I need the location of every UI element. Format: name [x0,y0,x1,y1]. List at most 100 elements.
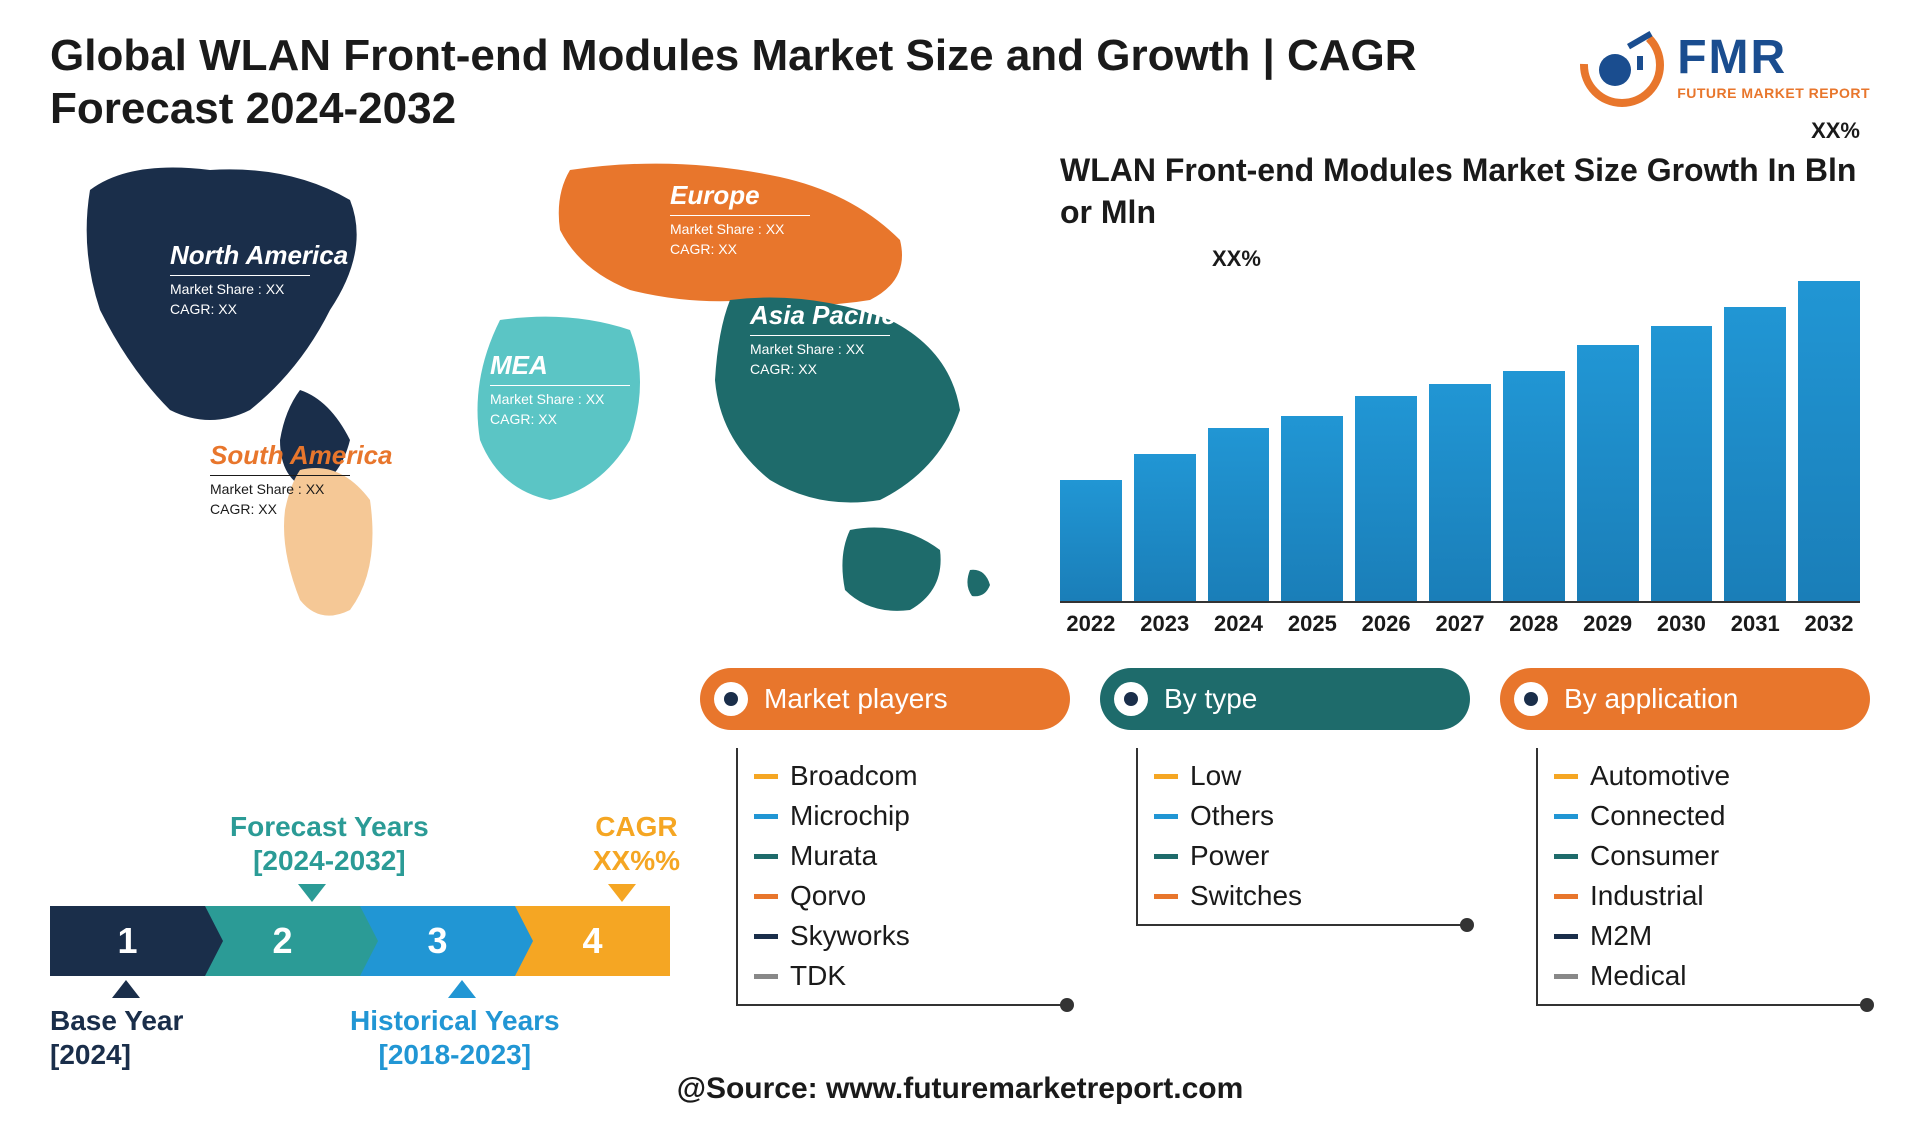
bar [1355,396,1417,601]
bar-year-label: 2024 [1214,611,1263,637]
timeline-segment: 1 [50,906,205,976]
bar-year-label: 2026 [1362,611,1411,637]
bar [1577,345,1639,601]
category-item: M2M [1554,916,1870,956]
bar [1134,454,1196,601]
region-sa-share: Market Share : XX [210,480,393,500]
dash-icon [1554,774,1578,779]
bar [1724,307,1786,601]
timeline-segment: 3 [360,906,515,976]
tl-cagr-label: CAGR [593,810,680,844]
bar [1060,480,1122,602]
region-ap-share: Market Share : XX [750,340,896,360]
bar [1429,384,1491,602]
tl-cagr-sub: XX%% [593,844,680,878]
dash-icon [1554,814,1578,819]
category-item-label: Power [1190,840,1269,872]
region-eu-share: Market Share : XX [670,220,810,240]
dash-icon [1554,934,1578,939]
category-item-label: Skyworks [790,920,910,952]
dash-icon [1154,854,1178,859]
region-na-share: Market Share : XX [170,280,348,300]
region-eu-name: Europe [670,180,810,211]
category-list: Broadcom Microchip Murata Qorvo Skyworks TDK [736,748,1070,1006]
bar-year-label: 2023 [1140,611,1189,637]
bar [1651,326,1713,601]
timeline-section: Forecast Years [2024-2032] CAGR XX%% 123… [50,906,670,976]
tl-forecast-label: Forecast Years [230,810,429,844]
bar-year-label: 2032 [1805,611,1854,637]
bar-year-label: 2025 [1288,611,1337,637]
bar-wrap: 2027 [1429,243,1491,601]
dash-icon [754,894,778,899]
category-item-label: Switches [1190,880,1302,912]
tl-base-label: Base Year [50,1004,183,1038]
category-item: Switches [1154,876,1470,916]
bar-year-label: 2029 [1583,611,1632,637]
dash-icon [1554,854,1578,859]
bar [1281,416,1343,602]
category-item: Microchip [754,796,1070,836]
bar-wrap: 2025 [1281,243,1343,601]
timeline-bar: 1234 [50,906,670,976]
category-item: Murata [754,836,1070,876]
category-item-label: Low [1190,760,1241,792]
bar-wrap: 2028 [1503,243,1565,601]
bar-year-label: 2022 [1066,611,1115,637]
category-list: AutomotiveConnectedConsumerIndustrialM2M… [1536,748,1870,1006]
category-item: Automotive [1554,756,1870,796]
bar [1208,428,1270,601]
dash-icon [1554,894,1578,899]
category-column: By typeLowOthersPowerSwitches [1100,668,1470,1006]
region-na-name: North America [170,240,348,271]
triangle-up-icon [112,980,140,998]
category-item: Medical [1554,956,1870,996]
category-column: Market playersBroadcomMicrochipMurataQor… [700,668,1070,1006]
category-item-label: TDK [790,960,846,992]
category-item: Consumer [1554,836,1870,876]
category-item: Low [1154,756,1470,796]
bar-chart-section: WLAN Front-end Modules Market Size Growt… [1060,150,1860,603]
bar-wrap: 2022 [1060,243,1122,601]
category-item-label: Others [1190,800,1274,832]
dash-icon [1154,774,1178,779]
bar-chart: 2022202320242025202620272028202920302031… [1060,243,1860,603]
bar [1503,371,1565,601]
bar-chart-title: WLAN Front-end Modules Market Size Growt… [1060,150,1860,233]
region-mea-cagr: CAGR: XX [490,410,630,430]
triangle-up-icon [448,980,476,998]
region-ap-cagr: CAGR: XX [750,360,896,380]
timeline-segment: 4 [515,906,670,976]
bar-year-label: 2027 [1435,611,1484,637]
dash-icon [754,774,778,779]
category-item-label: Qorvo [790,880,866,912]
region-mea-name: MEA [490,350,630,381]
dash-icon [754,854,778,859]
category-item-label: Connected [1590,800,1725,832]
world-map: North America Market Share : XX CAGR: XX… [50,150,1010,630]
bar-wrap: 2029 [1577,243,1639,601]
category-item-label: Microchip [790,800,910,832]
bar-wrap: 2031 [1724,243,1786,601]
region-eu-cagr: CAGR: XX [670,240,810,260]
region-na-cagr: CAGR: XX [170,300,348,320]
bar-wrap: 2024 [1208,243,1270,601]
dash-icon [1154,814,1178,819]
bar-wrap: 2023 [1134,243,1196,601]
category-item: Broadcom [754,756,1070,796]
triangle-down-icon [608,884,636,902]
region-sa-cagr: CAGR: XX [210,500,393,520]
category-item-label: Medical [1590,960,1686,992]
bar-year-label: 2030 [1657,611,1706,637]
dash-icon [754,974,778,979]
dash-icon [1154,894,1178,899]
category-header: By application [1500,668,1870,730]
categories-section: Market playersBroadcomMicrochipMurataQor… [700,668,1870,1006]
bar-year-label: 2031 [1731,611,1780,637]
dash-icon [1554,974,1578,979]
bar-annot-2032: XX% [1811,118,1860,144]
tl-forecast-sub: [2024-2032] [230,844,429,878]
category-item: Connected [1554,796,1870,836]
category-list: Low Others Power Switches [1136,748,1470,926]
category-item: Power [1154,836,1470,876]
